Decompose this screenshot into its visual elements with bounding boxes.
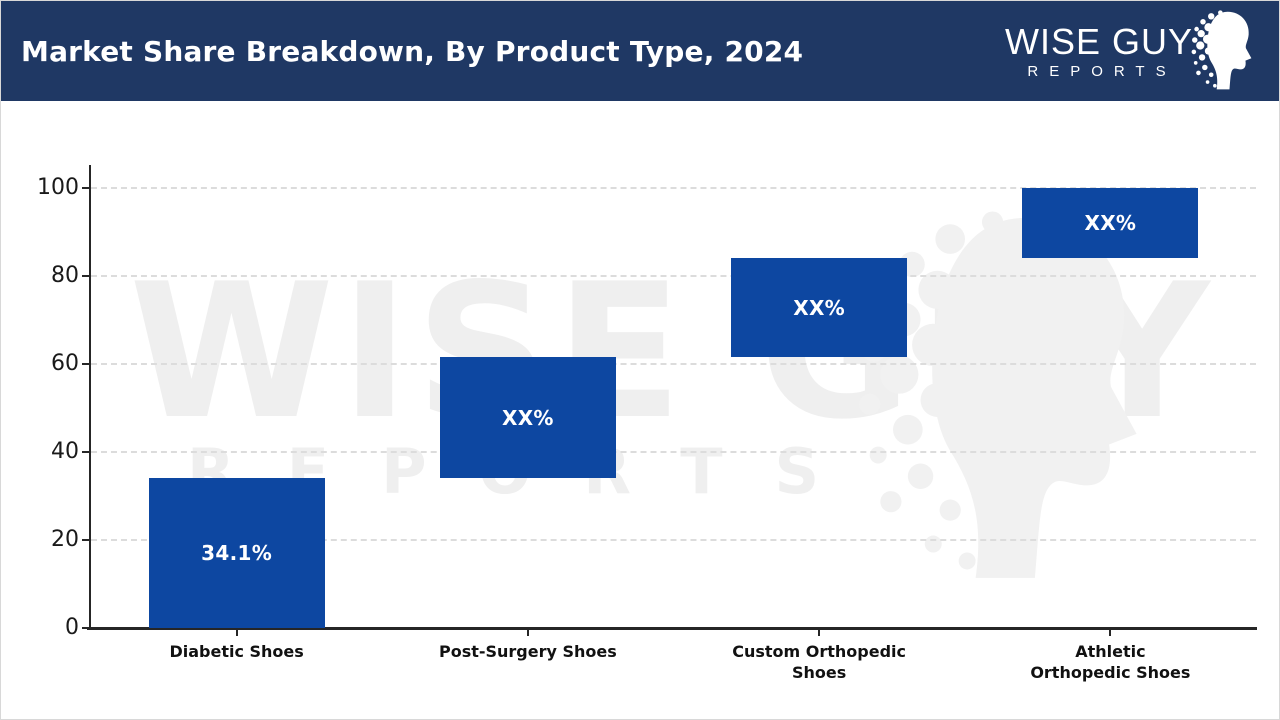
x-axis-category-label-line: Athletic	[960, 641, 1260, 662]
brand-logo: WISE GUY REPORTS	[1005, 9, 1261, 93]
y-axis-tick-label: 20	[1, 527, 79, 553]
brand-face-icon	[1187, 9, 1261, 93]
y-axis-tick-mark	[82, 187, 90, 189]
gridline	[91, 275, 1256, 277]
y-axis-tick-label: 60	[1, 351, 79, 377]
y-axis-tick-label: 40	[1, 439, 79, 465]
x-axis-tick-mark	[236, 628, 238, 636]
bar-value-label: XX%	[793, 296, 845, 320]
gridline	[91, 451, 1256, 453]
y-axis-tick-label: 0	[1, 615, 79, 641]
y-axis-tick-mark	[82, 451, 90, 453]
bar-value-label: 34.1%	[201, 541, 272, 565]
x-axis-category-label: AthleticOrthopedic Shoes	[960, 641, 1260, 683]
x-axis-tick-mark	[1109, 628, 1111, 636]
brand-subtitle: REPORTS	[1021, 63, 1176, 80]
bar-segment: XX%	[731, 258, 907, 357]
x-axis-category-label-line: Diabetic Shoes	[87, 641, 387, 662]
x-axis-category-label-line: Post-Surgery Shoes	[378, 641, 678, 662]
plot-area: 0 20 40 60 80 100 34.1% Diabetic Shoes XX% Post-S…	[1, 1, 1279, 719]
x-axis-category-label: Diabetic Shoes	[87, 641, 387, 662]
brand-logo-text: WISE GUY REPORTS	[1005, 23, 1193, 80]
bar-segment: 34.1%	[149, 478, 325, 628]
brand-name: WISE GUY	[1005, 23, 1193, 61]
x-axis-category-label-line: Custom Orthopedic	[669, 641, 969, 662]
chart-image: Market Share Breakdown, By Product Type,…	[0, 0, 1280, 720]
bar-segment: XX%	[1022, 188, 1198, 258]
x-axis-tick-mark	[527, 628, 529, 636]
gridline	[91, 363, 1256, 365]
y-axis-tick-label: 80	[1, 263, 79, 289]
x-axis-tick-mark	[818, 628, 820, 636]
chart-title: Market Share Breakdown, By Product Type,…	[21, 35, 803, 68]
bar-value-label: XX%	[1084, 211, 1136, 235]
y-axis-tick-label: 100	[1, 175, 79, 201]
x-axis-category-label-line: Orthopedic Shoes	[960, 662, 1260, 683]
y-axis-tick-mark	[82, 275, 90, 277]
header-bar: Market Share Breakdown, By Product Type,…	[1, 1, 1279, 101]
y-axis-tick-mark	[82, 363, 90, 365]
y-axis-line	[89, 165, 91, 630]
y-axis-tick-mark	[82, 539, 90, 541]
y-axis-tick-mark	[82, 627, 90, 629]
x-axis-category-label: Post-Surgery Shoes	[378, 641, 678, 662]
x-axis-category-label-line: Shoes	[669, 662, 969, 683]
x-axis-category-label: Custom OrthopedicShoes	[669, 641, 969, 683]
bar-value-label: XX%	[502, 406, 554, 430]
bar-segment: XX%	[440, 357, 616, 478]
